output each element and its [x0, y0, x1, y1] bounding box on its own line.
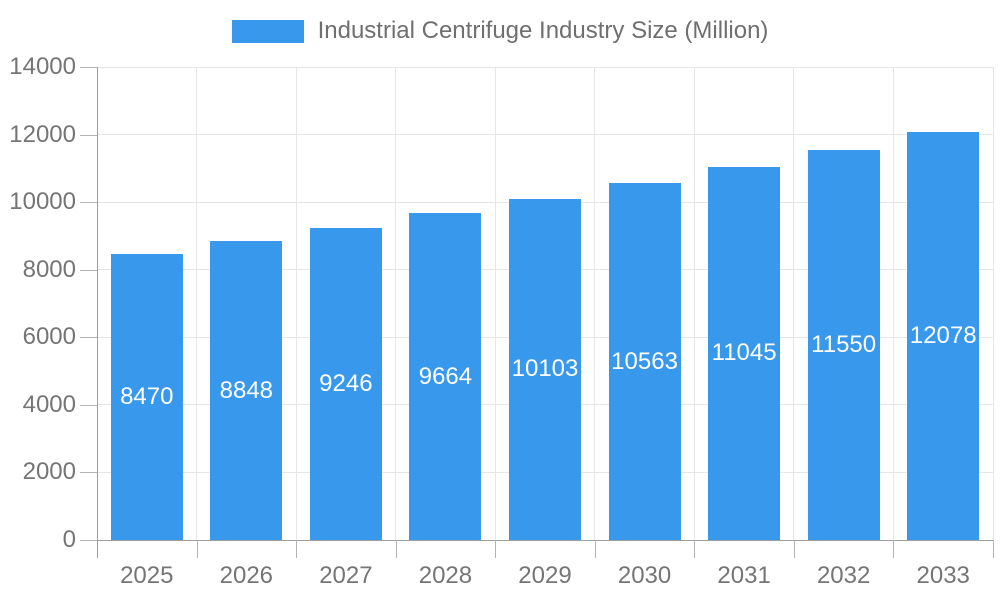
x-tick	[893, 540, 895, 558]
bar-value-label: 10103	[511, 355, 579, 383]
x-tick	[594, 540, 596, 558]
x-gridline	[395, 67, 397, 540]
x-tick-label: 2032	[816, 562, 871, 589]
y-tick-label: 10000	[9, 188, 76, 216]
x-gridline	[693, 67, 695, 540]
bar-2027[interactable]	[309, 227, 382, 540]
y-tick	[80, 540, 97, 541]
y-tick	[80, 134, 97, 136]
x-gridline	[494, 67, 496, 540]
y-axis-line	[97, 67, 98, 558]
x-tick	[694, 540, 696, 558]
bar-2026[interactable]	[210, 241, 283, 540]
bar-2031[interactable]	[708, 166, 781, 540]
y-gridline	[97, 134, 993, 136]
y-tick	[80, 472, 97, 474]
x-gridline	[793, 67, 795, 540]
x-tick-label: 2026	[219, 562, 274, 589]
y-tick	[80, 202, 97, 204]
x-gridline	[892, 67, 894, 540]
bar-2033[interactable]	[907, 131, 980, 540]
y-tick-label: 4000	[22, 390, 76, 418]
x-tick	[793, 540, 795, 558]
x-tick-label: 2030	[617, 562, 672, 589]
y-tick-label: 12000	[9, 120, 76, 148]
legend-swatch-icon	[231, 19, 304, 43]
bar-value-label: 8848	[219, 376, 274, 404]
bar-value-label: 9664	[418, 362, 473, 390]
y-tick-label: 0	[62, 526, 76, 553]
bar-2028[interactable]	[409, 213, 482, 540]
x-axis-line	[97, 540, 993, 541]
x-tick	[296, 540, 298, 558]
y-gridline	[97, 66, 993, 68]
x-tick-label: 2027	[319, 562, 373, 589]
chart-legend: Industrial Centrifuge Industry Size (Mil…	[0, 17, 1000, 45]
y-tick-label: 14000	[9, 53, 76, 80]
bar-value-label: 9246	[319, 369, 373, 397]
bar-value-label: 8470	[120, 382, 174, 410]
x-gridline	[196, 67, 198, 540]
y-tick-label: 2000	[22, 458, 76, 486]
y-tick	[80, 404, 97, 406]
x-gridline	[594, 67, 596, 540]
x-tick-label: 2025	[120, 562, 174, 589]
bar-2025[interactable]	[110, 253, 183, 540]
bar-2030[interactable]	[608, 183, 681, 540]
x-gridline	[295, 67, 297, 540]
legend-label: Industrial Centrifuge Industry Size (Mil…	[317, 17, 769, 44]
x-tick	[495, 540, 497, 558]
x-tick	[993, 540, 994, 558]
x-tick-label: 2031	[717, 562, 771, 589]
x-tick	[395, 540, 397, 558]
y-tick	[80, 269, 97, 271]
bar-value-label: 10563	[611, 347, 678, 375]
y-tick-label: 8000	[22, 255, 76, 283]
x-tick	[196, 540, 198, 558]
y-tick-label: 6000	[22, 323, 76, 351]
bar-value-label: 11550	[811, 330, 877, 358]
bar-value-label: 11045	[711, 339, 777, 367]
x-gridline	[992, 67, 994, 540]
x-tick-label: 2029	[518, 562, 572, 589]
y-tick	[80, 67, 97, 68]
x-tick-label: 2028	[418, 562, 473, 589]
bar-2029[interactable]	[509, 198, 581, 540]
bar-value-label: 12078	[909, 321, 977, 349]
y-tick	[80, 337, 97, 339]
x-tick-label: 2033	[916, 562, 970, 589]
bar-2032[interactable]	[807, 149, 880, 540]
